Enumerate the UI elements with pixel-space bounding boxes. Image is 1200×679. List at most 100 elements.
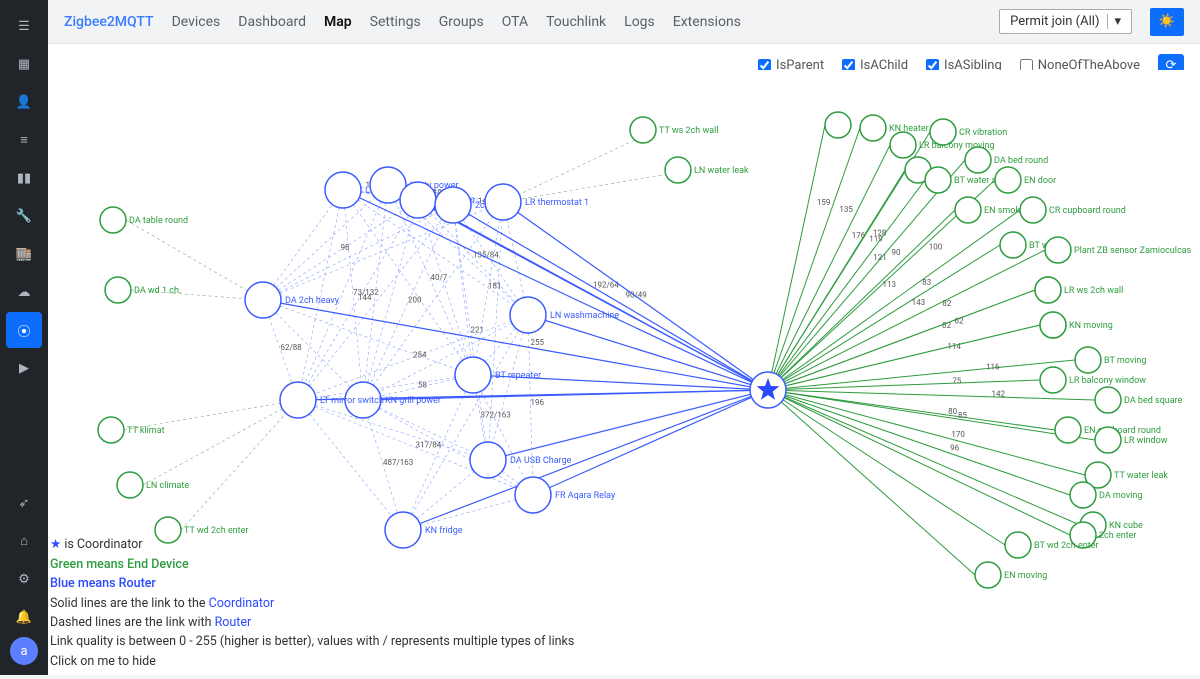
permit-join-button[interactable]: Permit join (All) ▾ <box>999 9 1132 34</box>
legend-router: Blue means Router <box>50 574 574 593</box>
dashboard-icon[interactable]: ▦ <box>6 46 42 82</box>
svg-text:LR window: LR window <box>1124 436 1168 446</box>
svg-text:40/7: 40/7 <box>431 273 448 282</box>
nav-map[interactable]: Map <box>324 14 352 30</box>
svg-text:KN heater: KN heater <box>889 124 929 134</box>
svg-text:62/88: 62/88 <box>281 343 303 352</box>
svg-text:LR ws 2ch wall: LR ws 2ch wall <box>1064 286 1123 296</box>
svg-text:221: 221 <box>471 326 485 335</box>
left-rail: ☰ ▦ 👤 ≡ ▮▮ 🔧 🏬 ☁ ⦿ ▶ ➶ ⌂ ⚙ 🔔 a <box>0 0 48 675</box>
svg-text:255: 255 <box>531 338 545 347</box>
svg-text:116: 116 <box>986 363 1000 372</box>
svg-text:DA table round: DA table round <box>129 216 188 226</box>
svg-text:487/163: 487/163 <box>383 458 413 467</box>
media-icon[interactable]: ▶ <box>6 350 42 386</box>
menu-icon[interactable]: ☰ <box>6 8 42 44</box>
nav-extensions[interactable]: Extensions <box>673 14 741 30</box>
svg-text:200: 200 <box>408 296 422 305</box>
svg-text:LT mirror switch: LT mirror switch <box>320 396 384 406</box>
svg-text:142: 142 <box>991 390 1005 399</box>
svg-text:BT wd 2ch enter: BT wd 2ch enter <box>1034 541 1098 551</box>
svg-text:CR vibration: CR vibration <box>959 128 1007 138</box>
svg-text:90: 90 <box>891 248 900 257</box>
store-icon[interactable]: 🏬 <box>6 236 42 272</box>
arrow-icon[interactable]: ➶ <box>6 485 42 521</box>
nav-devices[interactable]: Devices <box>172 14 221 30</box>
svg-text:DA bed round: DA bed round <box>994 156 1048 166</box>
permit-join-label: Permit join (All) <box>1010 14 1099 29</box>
svg-text:TT water leak: TT water leak <box>1114 471 1168 481</box>
chart-icon[interactable]: ▮▮ <box>6 160 42 196</box>
svg-text:254: 254 <box>413 351 427 360</box>
svg-text:BT water s.: BT water s. <box>954 176 999 186</box>
legend-coordinator: is Coordinator <box>64 537 142 552</box>
svg-text:96: 96 <box>950 444 959 453</box>
home-icon[interactable]: ⌂ <box>6 523 42 559</box>
svg-text:KN cube: KN cube <box>1109 521 1143 531</box>
svg-text:DA moving: DA moving <box>1099 491 1142 501</box>
legend[interactable]: ★ is Coordinator Green means End Device … <box>48 535 574 671</box>
nav-touchlink[interactable]: Touchlink <box>546 14 606 30</box>
svg-text:2ch enter: 2ch enter <box>1099 531 1136 541</box>
cloud-icon[interactable]: ☁ <box>6 274 42 310</box>
svg-text:KN moving: KN moving <box>1069 321 1113 331</box>
svg-text:EN door: EN door <box>1024 176 1056 186</box>
svg-text:LN climate: LN climate <box>146 481 189 491</box>
legend-hide: Click on me to hide <box>50 652 574 671</box>
nav-ota[interactable]: OTA <box>502 14 528 30</box>
svg-text:KN grill power: KN grill power <box>385 396 441 406</box>
chevron-down-icon[interactable]: ▾ <box>1107 14 1121 29</box>
nav-dashboard[interactable]: Dashboard <box>238 14 306 30</box>
svg-text:LN water leak: LN water leak <box>694 166 749 176</box>
svg-text:144: 144 <box>358 293 372 302</box>
svg-text:181: 181 <box>488 282 502 291</box>
svg-text:372/163: 372/163 <box>481 411 511 420</box>
theme-toggle-button[interactable]: ☀️ <box>1150 8 1184 36</box>
svg-text:85: 85 <box>958 411 967 420</box>
svg-text:135: 135 <box>839 205 853 214</box>
nav-settings[interactable]: Settings <box>370 14 421 30</box>
svg-text:DA wd 1 ch.: DA wd 1 ch. <box>134 286 181 296</box>
svg-text:EN smoke: EN smoke <box>984 206 1025 216</box>
person-icon[interactable]: 👤 <box>6 84 42 120</box>
topbar: Zigbee2MQTT Devices Dashboard Map Settin… <box>48 0 1200 44</box>
svg-text:BT repeater: BT repeater <box>495 371 541 381</box>
svg-text:DA USB Charge: DA USB Charge <box>510 456 572 466</box>
wrench-icon[interactable]: 🔧 <box>6 198 42 234</box>
svg-text:196: 196 <box>531 398 545 407</box>
svg-text:113: 113 <box>883 280 897 289</box>
legend-quality: Link quality is between 0 - 255 (higher … <box>50 632 574 651</box>
avatar[interactable]: a <box>10 637 38 665</box>
svg-text:DA 2ch heavy: DA 2ch heavy <box>285 296 340 306</box>
svg-text:100: 100 <box>929 242 943 251</box>
svg-text:58: 58 <box>418 381 427 390</box>
svg-text:FR Aqara Relay: FR Aqara Relay <box>555 491 616 501</box>
zigbee-icon[interactable]: ⦿ <box>6 312 42 348</box>
svg-text:75: 75 <box>952 377 961 386</box>
svg-text:Plant ZB sensor Zamioculcas: Plant ZB sensor Zamioculcas <box>1074 246 1192 256</box>
nav-logs[interactable]: Logs <box>624 14 655 30</box>
svg-text:LN washmachine: LN washmachine <box>550 311 619 321</box>
svg-text:83: 83 <box>922 278 931 287</box>
bell-icon[interactable]: 🔔 <box>6 599 42 635</box>
svg-text:82: 82 <box>942 299 951 308</box>
svg-text:EN moving: EN moving <box>1004 571 1047 581</box>
brand[interactable]: Zigbee2MQTT <box>64 14 154 30</box>
svg-text:170: 170 <box>951 430 965 439</box>
svg-text:62: 62 <box>955 316 964 325</box>
legend-enddevice: Green means End Device <box>50 555 574 574</box>
svg-text:BT moving: BT moving <box>1104 356 1146 366</box>
svg-text:135/84: 135/84 <box>473 251 499 260</box>
svg-text:80: 80 <box>948 407 957 416</box>
nav-groups[interactable]: Groups <box>439 14 484 30</box>
svg-text:159: 159 <box>817 198 831 207</box>
svg-text:TT klimat: TT klimat <box>127 426 165 436</box>
svg-text:LR balcony window: LR balcony window <box>1069 376 1146 386</box>
svg-text:CR cupboard round: CR cupboard round <box>1049 206 1126 216</box>
svg-text:317/84: 317/84 <box>416 441 442 450</box>
svg-text:TT ws 2ch wall: TT ws 2ch wall <box>659 126 719 136</box>
gear-icon[interactable]: ⚙ <box>6 561 42 597</box>
svg-text:DA bed square: DA bed square <box>1124 396 1183 406</box>
list-icon[interactable]: ≡ <box>6 122 42 158</box>
svg-text:LR thermostat 1: LR thermostat 1 <box>525 198 589 208</box>
